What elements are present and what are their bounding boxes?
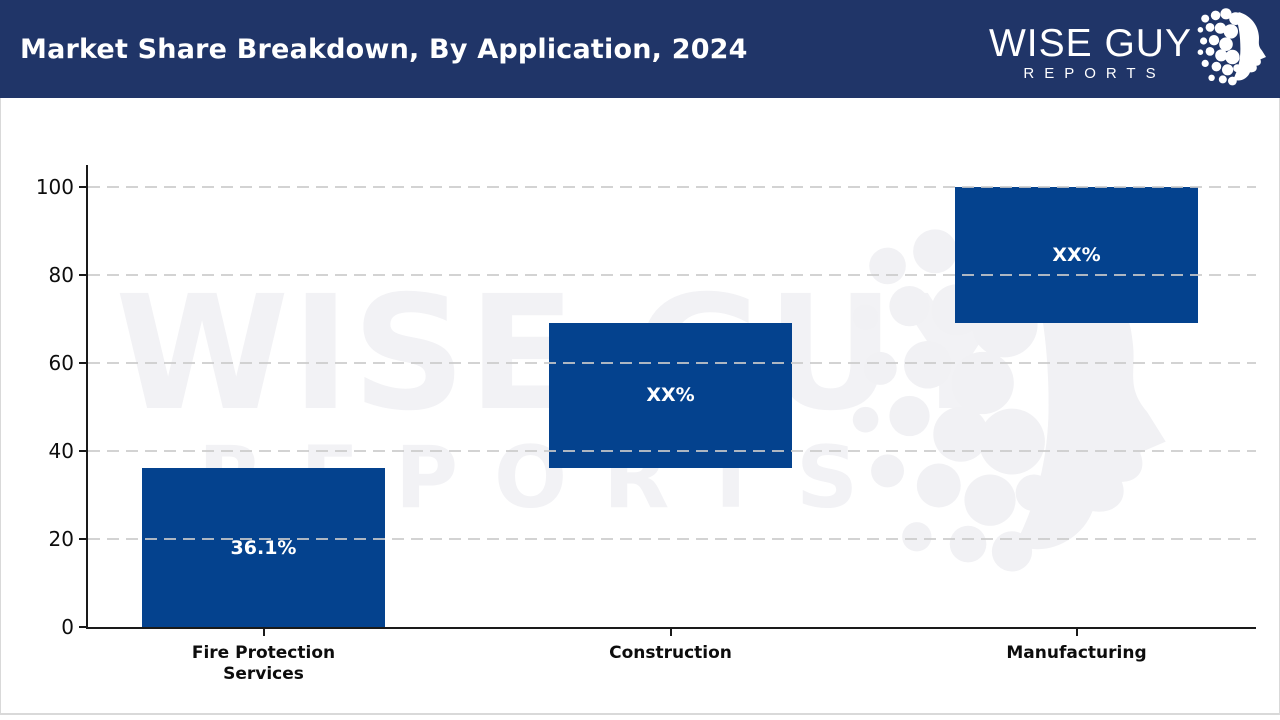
- y-tick-label: 40: [48, 439, 74, 463]
- gridline: [88, 538, 1256, 540]
- gridline: [88, 362, 1256, 364]
- gridline: [88, 450, 1256, 452]
- y-tick-mark: [79, 538, 86, 540]
- y-axis-line: [86, 165, 88, 629]
- gridline: [88, 274, 1256, 276]
- y-tick-mark: [79, 450, 86, 452]
- y-tick-label: 80: [48, 263, 74, 287]
- wiseguy-face-icon: [1194, 8, 1266, 90]
- y-tick-label: 100: [35, 175, 74, 199]
- logo-wordmark: WISE GUY: [988, 22, 1192, 65]
- bar-value-label: XX%: [1052, 243, 1101, 266]
- x-tick-mark: [262, 629, 265, 636]
- bar-value-label: 36.1%: [230, 536, 297, 559]
- gridline: [88, 186, 1256, 188]
- y-tick-mark: [79, 626, 86, 628]
- y-tick-label: 20: [48, 527, 74, 551]
- y-tick-mark: [79, 274, 86, 276]
- x-axis-line: [86, 627, 1256, 629]
- bar-value-label: XX%: [646, 384, 695, 407]
- header-bar: Market Share Breakdown, By Application, …: [0, 0, 1280, 98]
- bar: 36.1%: [142, 468, 385, 627]
- y-tick-mark: [79, 186, 86, 188]
- plot-area: 0 20 40 60 80 100 36.1% XX% XX% Fire Protection S…: [36, 165, 1256, 684]
- bar: XX%: [549, 322, 792, 469]
- x-category-label: Construction: [609, 643, 732, 663]
- x-tick-mark: [1075, 629, 1078, 636]
- x-category-label: Fire Protection Services: [191, 643, 336, 685]
- x-tick-mark: [669, 629, 672, 636]
- y-tick-label: 60: [48, 351, 74, 375]
- bar: XX%: [955, 187, 1198, 323]
- x-category-label: Manufacturing: [1006, 643, 1147, 663]
- logo-subtitle: REPORTS: [1023, 65, 1166, 82]
- logo-text: WISE GUY REPORTS: [989, 24, 1192, 81]
- y-tick-mark: [79, 362, 86, 364]
- page-title: Market Share Breakdown, By Application, …: [20, 33, 748, 65]
- wiseguy-logo: WISE GUY REPORTS: [989, 8, 1266, 90]
- y-tick-label: 0: [61, 615, 74, 639]
